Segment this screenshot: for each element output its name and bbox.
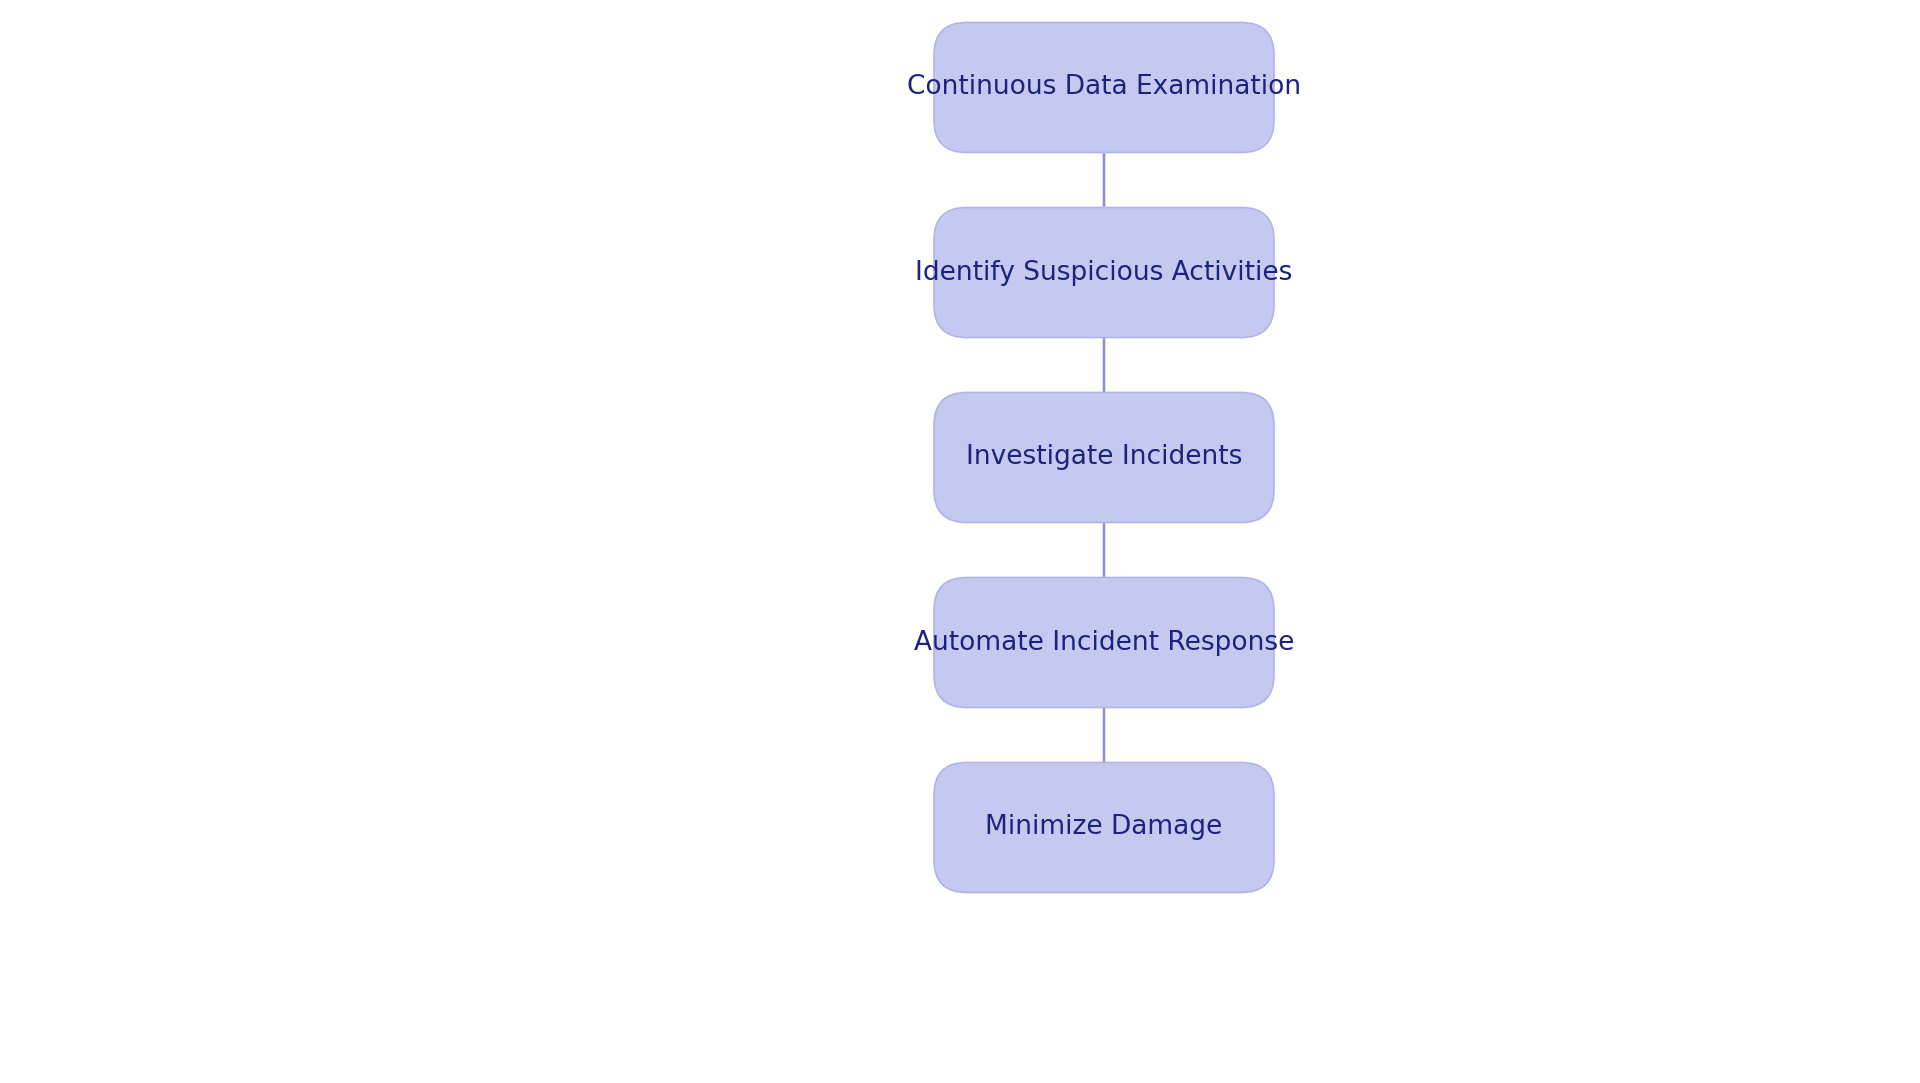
Text: Minimize Damage: Minimize Damage [985, 814, 1223, 840]
Text: Automate Incident Response: Automate Incident Response [914, 629, 1294, 655]
Text: Identify Suspicious Activities: Identify Suspicious Activities [916, 260, 1292, 286]
Text: Continuous Data Examination: Continuous Data Examination [906, 75, 1302, 101]
FancyBboxPatch shape [933, 392, 1275, 522]
Text: Investigate Incidents: Investigate Incidents [966, 444, 1242, 470]
FancyBboxPatch shape [933, 577, 1275, 707]
FancyBboxPatch shape [933, 23, 1275, 153]
FancyBboxPatch shape [933, 762, 1275, 892]
FancyBboxPatch shape [933, 208, 1275, 338]
